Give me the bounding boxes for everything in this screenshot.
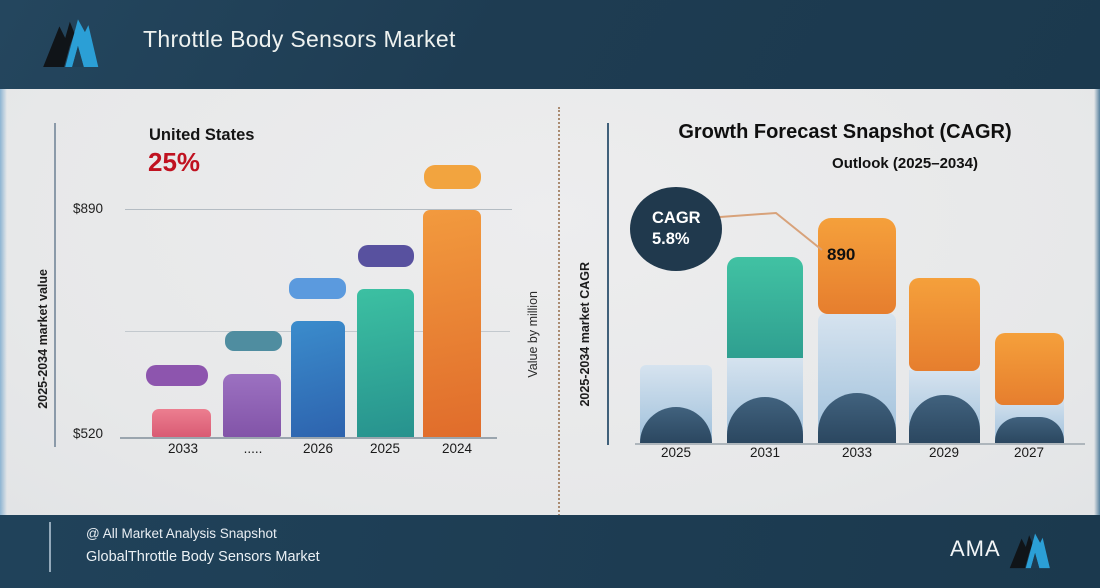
right-y-axis-line [607, 123, 609, 445]
left-bar-cap-2026 [289, 278, 346, 299]
r-bar-2029-base [909, 395, 980, 443]
footer-ama-logo-icon [1009, 533, 1050, 569]
left-chart-highlight-value: 25% [148, 147, 201, 177]
left-bar-2024 [423, 210, 481, 437]
r-bar-2031-top [727, 257, 803, 358]
left-bar-cap-2024 [424, 165, 481, 189]
right-chart-title: Growth Forecast Snapshot (CAGR) [678, 121, 1012, 143]
charts-panel: 2025-2034 market value $890 $520 United … [0, 89, 1100, 588]
tick-890: $890 [73, 201, 104, 216]
left-cat-4: 2024 [441, 441, 473, 456]
right-cat-4: 2027 [1013, 445, 1045, 460]
right-y-axis-label: 2025-2034 market CAGR [578, 261, 592, 407]
left-y-axis-label: 2025-2034 market value [36, 269, 50, 409]
footer-snapshot-text: @ All Market Analysis Snapshot [86, 526, 277, 541]
cagr-badge: CAGR 5.8% [630, 187, 722, 271]
footer-divider-line [49, 522, 51, 572]
left-bar-cap-dots [225, 331, 282, 351]
value-axis-label: Value by million [526, 290, 540, 378]
vertical-divider [558, 107, 560, 588]
left-bar-2033 [152, 409, 211, 437]
header-bar: Throttle Body Sensors Market [0, 0, 1100, 89]
left-chart-title: United States [149, 126, 255, 144]
left-bar-cap-2033 [146, 365, 208, 386]
right-cat-1: 2031 [749, 445, 781, 460]
footer-brand-text: AMA [950, 536, 1001, 561]
left-bar-2025 [357, 289, 414, 437]
r-bar-2033-top [818, 218, 896, 314]
cagr-badge-value: 5.8% [652, 230, 690, 248]
left-cat-1: ..... [243, 441, 263, 456]
cagr-badge-label: CAGR [652, 209, 701, 228]
left-y-axis-line [54, 123, 56, 447]
left-cat-0: 2033 [167, 441, 199, 456]
left-bar-dots [223, 374, 281, 437]
footer-market-text: GlobalThrottle Body Sensors Market [86, 549, 320, 565]
left-x-axis-line [120, 437, 497, 439]
footer-bar: @ All Market Analysis Snapshot GlobalThr… [0, 515, 1100, 588]
left-cat-2: 2026 [302, 441, 334, 456]
right-cat-3: 2029 [928, 445, 960, 460]
r-bar-2027-base [995, 417, 1064, 443]
right-x-axis-line [635, 443, 1085, 445]
gridline-890 [125, 209, 512, 210]
r-bar-2027-top [995, 333, 1064, 405]
left-bar-2026 [291, 321, 345, 437]
right-cat-0: 2025 [660, 445, 692, 460]
ama-logo-icon [43, 19, 99, 67]
tick-520: $520 [73, 426, 104, 441]
right-cat-2: 2033 [841, 445, 873, 460]
r-bar-2029-top [909, 278, 980, 371]
page-title: Throttle Body Sensors Market [143, 26, 456, 52]
left-cat-3: 2025 [369, 441, 401, 456]
right-chart-subtitle: Outlook (2025–2034) [832, 155, 978, 172]
left-bar-cap-2025 [358, 245, 414, 267]
bar-value-890: 890 [827, 245, 856, 264]
